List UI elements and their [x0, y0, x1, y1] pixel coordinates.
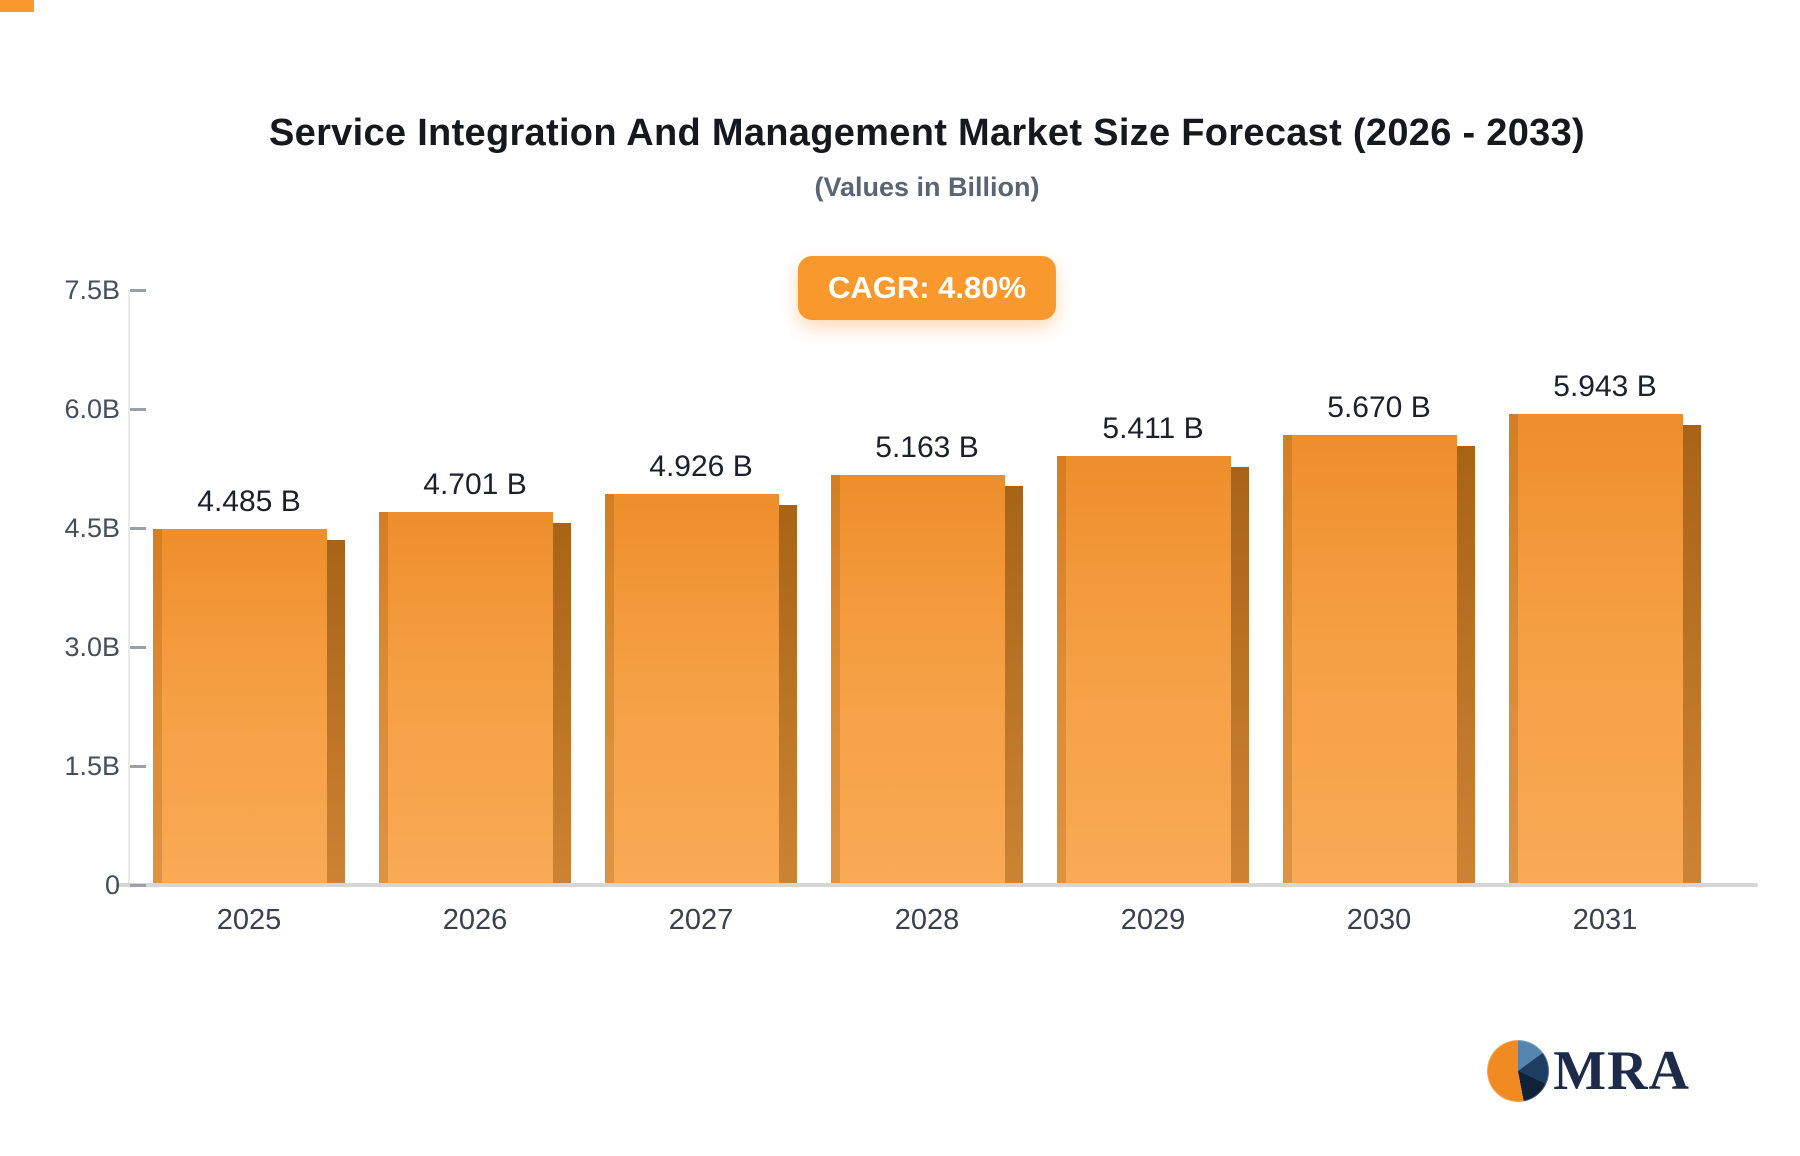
- bar-group: 4.926 B 2027: [588, 290, 814, 936]
- bar-group: 5.163 B 2028: [814, 290, 1040, 936]
- chart-title: Service Integration And Management Marke…: [269, 112, 1585, 154]
- bar-side-face: [779, 505, 797, 885]
- corner-accent: [0, 0, 34, 12]
- pie-logo-icon: [1487, 1040, 1550, 1102]
- y-tick-mark: [130, 408, 146, 411]
- y-tick-label: 4.5B: [64, 513, 120, 543]
- bar-value-label: 5.670 B: [1327, 391, 1431, 424]
- y-tick: 4.5B: [62, 513, 146, 543]
- y-tick-mark: [130, 289, 146, 292]
- bar: [153, 529, 345, 885]
- chart-content: Service Integration And Management Marke…: [62, 0, 1792, 1156]
- bar: [1283, 435, 1475, 885]
- bar-value-label: 4.926 B: [649, 450, 753, 483]
- cagr-badge: CAGR: 4.80%: [797, 256, 1057, 320]
- y-tick-label: 3.0B: [64, 632, 120, 662]
- bar-side-face: [327, 540, 345, 885]
- bar-side-face: [553, 523, 571, 885]
- bar-front-face: [1509, 414, 1683, 885]
- y-tick: 7.5B: [62, 275, 146, 305]
- bar-category-label: 2025: [216, 904, 282, 936]
- bar-value-label: 5.943 B: [1553, 370, 1657, 403]
- brand-logo: MRA: [1487, 1040, 1690, 1102]
- bar-category-label: 2029: [1120, 904, 1186, 936]
- bar-value-label: 5.411 B: [1102, 412, 1204, 445]
- y-tick: 6.0B: [62, 394, 146, 424]
- bar-front-face: [1283, 435, 1457, 885]
- bar-category-label: 2027: [668, 904, 734, 936]
- y-tick-label: 1.5B: [64, 751, 120, 781]
- logo-text: MRA: [1553, 1040, 1690, 1102]
- y-tick-label: 6.0B: [64, 394, 120, 424]
- bar-group: 5.943 B 2031: [1492, 290, 1718, 936]
- x-axis-baseline: [116, 883, 1758, 887]
- bar-category-label: 2028: [894, 904, 960, 936]
- y-axis-line: [128, 290, 130, 885]
- bar-category-label: 2030: [1346, 904, 1412, 936]
- bar: [831, 475, 1023, 885]
- bar-side-face: [1457, 446, 1475, 885]
- y-tick-mark: [130, 527, 146, 530]
- bar-front-face: [379, 512, 553, 885]
- y-tick-mark: [130, 765, 146, 768]
- y-tick-label: 7.5B: [64, 275, 120, 305]
- y-tick-label: 0: [104, 870, 120, 900]
- bar-category-label: 2031: [1572, 904, 1638, 936]
- bar-category-label: 2026: [442, 904, 508, 936]
- bar-group: 5.411 B 2029: [1040, 290, 1266, 936]
- bar: [605, 494, 797, 885]
- bar: [1509, 414, 1701, 885]
- y-tick-mark: [130, 884, 146, 887]
- y-tick: 0: [62, 870, 146, 900]
- bar-group: 4.485 B 2025: [136, 290, 362, 936]
- bar: [1057, 456, 1249, 885]
- plot-area: 4.485 B 2025 4.701 B 2026 4.926 B 2027 5.163 B…: [62, 275, 1792, 936]
- bar-value-label: 4.701 B: [423, 468, 527, 501]
- bar-front-face: [831, 475, 1005, 885]
- bar-group: 5.670 B 2030: [1266, 290, 1492, 936]
- y-tick: 3.0B: [62, 632, 146, 662]
- y-tick: 1.5B: [62, 751, 146, 781]
- y-tick-mark: [130, 646, 146, 649]
- bar-side-face: [1683, 425, 1701, 885]
- bar-value-label: 4.485 B: [197, 485, 301, 518]
- bar-front-face: [153, 529, 327, 885]
- chart-subtitle: (Values in Billion): [814, 172, 1040, 202]
- bar-value-label: 5.163 B: [875, 431, 979, 464]
- bar-front-face: [1057, 456, 1231, 885]
- bar-side-face: [1231, 467, 1249, 885]
- bars-container: 4.485 B 2025 4.701 B 2026 4.926 B 2027 5.163 B…: [136, 290, 1718, 936]
- bar-group: 4.701 B 2026: [362, 290, 588, 936]
- bar-front-face: [605, 494, 779, 885]
- bar-side-face: [1005, 486, 1023, 885]
- bar: [379, 512, 571, 885]
